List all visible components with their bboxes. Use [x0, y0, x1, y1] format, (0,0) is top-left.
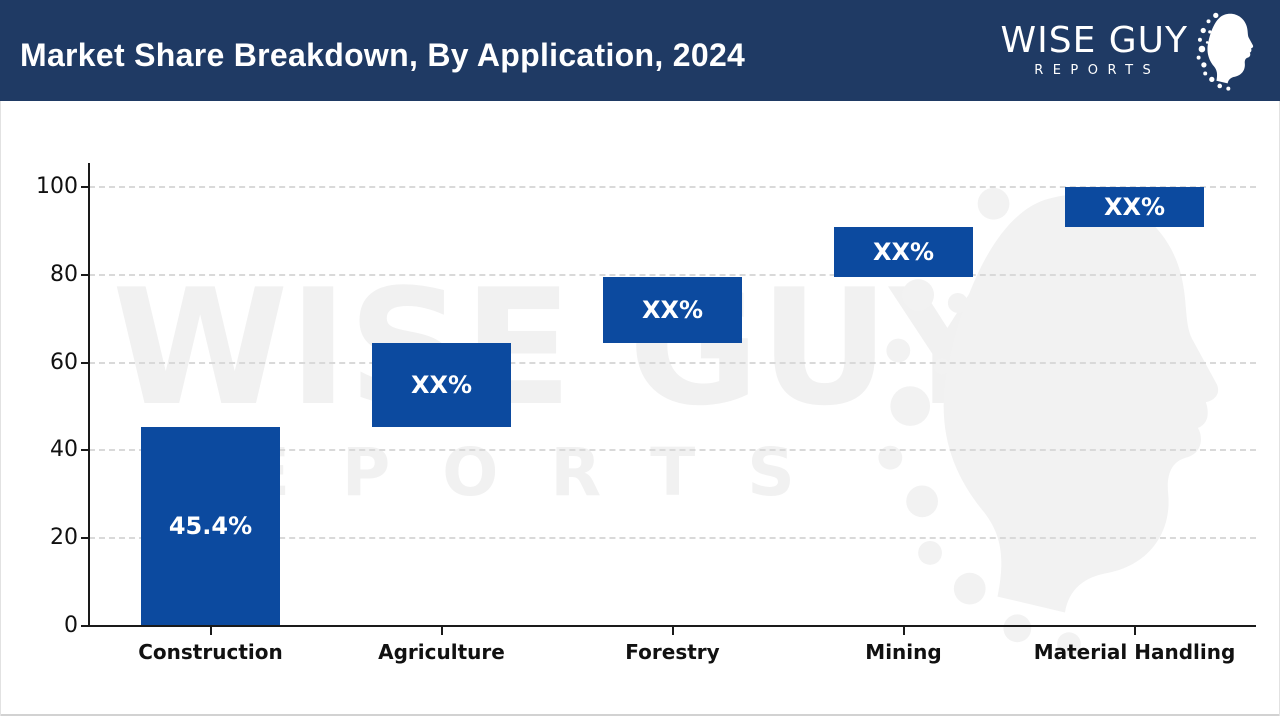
y-axis-tick-label: 60 [50, 349, 78, 375]
bar-material-handling: XX% [1065, 187, 1204, 227]
x-category-label: Material Handling [1033, 640, 1236, 664]
logo-wordmark: WISE GUY [1000, 20, 1188, 61]
y-axis-tick-label: 0 [64, 613, 78, 638]
y-axis-tickmark [81, 273, 89, 276]
y-axis-tick-label: 40 [50, 437, 78, 463]
gridline-y40 [89, 449, 1256, 452]
logo-subtitle: REPORTS [1034, 63, 1161, 78]
y-axis-tick-label: 100 [36, 174, 78, 199]
x-category-label: Forestry [625, 640, 720, 664]
watermark-head-icon [878, 187, 1219, 657]
x-category-label: Construction [138, 640, 283, 664]
wise-guy-logo: WISE GUY REPORTS [1001, 9, 1261, 93]
x-category-label: Mining [865, 640, 942, 664]
bar-value-label: XX% [1103, 192, 1166, 221]
x-category-label: Agriculture [378, 640, 505, 664]
gridline-y20 [89, 537, 1256, 540]
bar-value-label: XX% [872, 237, 935, 266]
bar-value-label: XX% [410, 370, 473, 399]
gridline-y80 [89, 273, 1256, 276]
bar-mining: XX% [834, 226, 973, 278]
logo-text: WISE GUY REPORTS [1000, 20, 1189, 79]
y-axis [88, 163, 90, 627]
page-title: Market Share Breakdown, By Application, … [20, 37, 746, 73]
bar-construction: 45.4% [141, 426, 280, 626]
bar-value-label: 45.4% [168, 512, 253, 541]
x-axis-tickmark [440, 627, 443, 635]
y-axis-tickmark [81, 361, 89, 364]
y-axis-tickmark [81, 537, 89, 540]
header-bar: Market Share Breakdown, By Application, … [0, 0, 1280, 101]
left-border [0, 101, 1, 716]
y-axis-tick-label: 80 [50, 261, 78, 287]
x-axis-tickmark [209, 627, 212, 635]
y-axis-tickmark [81, 449, 89, 452]
gridline-y100 [89, 186, 1256, 188]
watermark-wordmark: WISE GUY [112, 254, 1006, 441]
y-axis-tick-label: 20 [50, 525, 78, 551]
bar-value-label: XX% [641, 296, 704, 325]
bar-forestry: XX% [603, 277, 742, 343]
x-axis-tickmark [902, 627, 905, 635]
gridline-y60 [89, 361, 1256, 364]
y-axis-tickmark [81, 186, 89, 188]
bottom-border [0, 714, 1280, 716]
logo-head-icon [1196, 12, 1254, 91]
x-axis-tickmark [671, 627, 674, 635]
x-axis [85, 625, 1256, 627]
x-axis-tickmark [1133, 627, 1136, 635]
bar-agriculture: XX% [372, 342, 511, 427]
